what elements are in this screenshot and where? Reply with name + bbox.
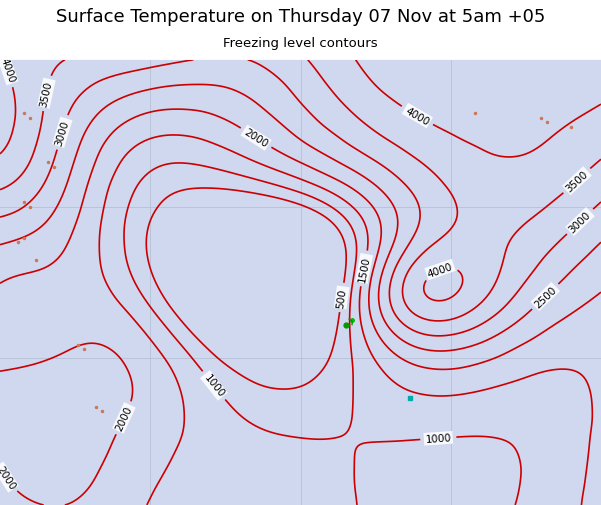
Text: 3000: 3000 (53, 119, 71, 147)
Text: 4000: 4000 (426, 261, 454, 279)
Text: 4000: 4000 (403, 106, 431, 127)
Text: 1000: 1000 (425, 433, 452, 444)
Text: 500: 500 (335, 287, 348, 308)
Text: 3500: 3500 (564, 169, 590, 194)
Text: 2000: 2000 (0, 464, 17, 491)
Text: 4000: 4000 (0, 57, 17, 84)
Text: 3500: 3500 (38, 80, 54, 108)
Text: 1000: 1000 (202, 372, 226, 399)
Text: 2000: 2000 (114, 404, 134, 432)
Text: 3000: 3000 (567, 210, 593, 235)
Text: 1500: 1500 (357, 255, 371, 283)
Text: 2000: 2000 (242, 127, 270, 149)
Text: 2500: 2500 (532, 284, 558, 310)
Text: Freezing level contours: Freezing level contours (223, 37, 378, 50)
Text: Surface Temperature on Thursday 07 Nov at 5am +05: Surface Temperature on Thursday 07 Nov a… (56, 8, 545, 26)
